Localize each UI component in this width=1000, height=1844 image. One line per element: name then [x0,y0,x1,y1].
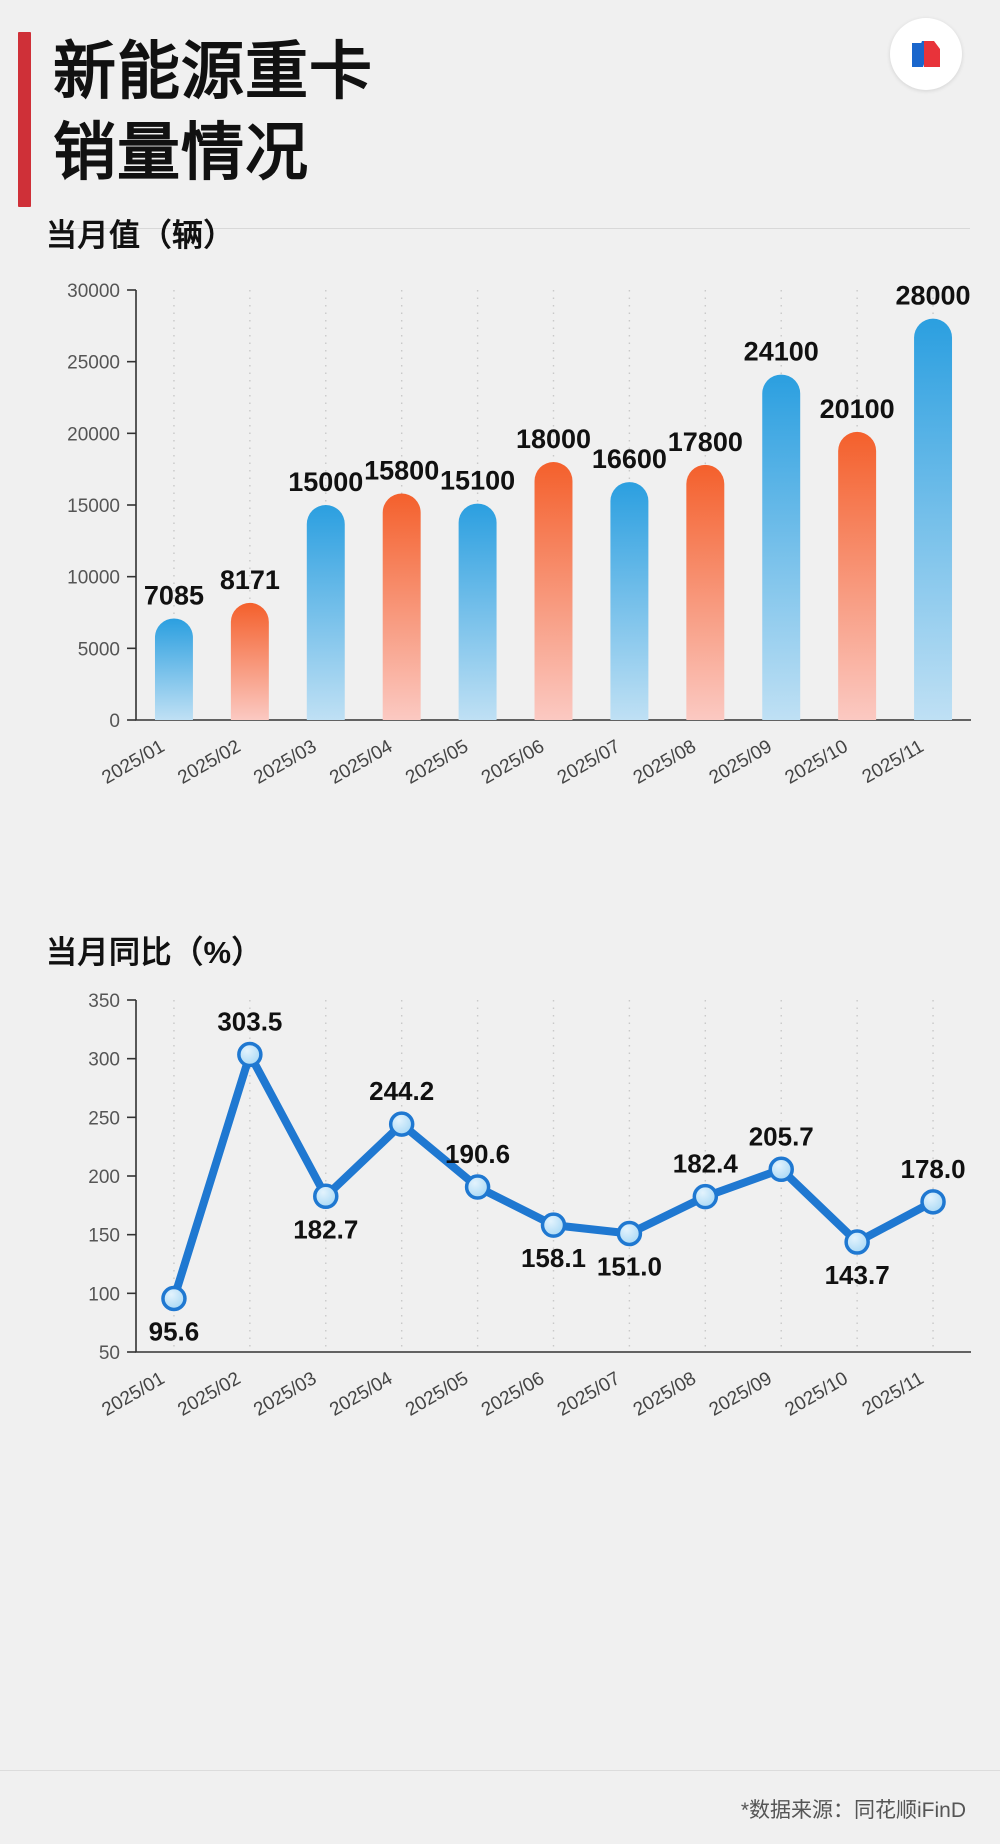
y-tick-label: 15000 [67,496,120,517]
bar-value-label: 24100 [744,337,819,367]
point-value-label: 182.7 [293,1214,358,1244]
bar-value-label: 15100 [440,466,515,496]
section-monthly-volume: 当月值（辆） 0 5000 10000 15000 20000 25000 30000 708… [0,210,1000,905]
section-title-yoy: 当月同比（%） [46,935,264,970]
header: 新能源重卡 销量情况 [0,0,1000,229]
line-chart: 50 100 150 200 250 300 350 95.6 303.5 182.7 244.2 1… [46,982,1000,1512]
x-tick-label: 2025/04 [326,736,396,789]
bar [914,318,953,720]
x-tick-label: 2025/02 [174,736,244,789]
bar [686,464,725,720]
brand-m-logo-icon [890,18,962,90]
x-tick-label: 2025/06 [478,1368,548,1421]
data-point [844,1229,870,1255]
footer-divider [0,1770,1000,1771]
point-value-label: 190.6 [445,1139,510,1169]
section-yoy: 当月同比（%） 50 100 150 200 250 300 350 95.6 303.5 182… [0,927,1000,1512]
section-title-monthly-volume: 当月值（辆） [46,218,235,253]
y-tick-label: 5000 [78,639,120,660]
y-tick-label: 0 [109,711,120,732]
y-tick-label: 300 [88,1050,120,1071]
x-tick-label: 2025/01 [98,736,168,789]
bar [534,462,573,720]
bar [762,374,801,720]
x-tick-label: 2025/09 [706,736,776,789]
accent-bar [18,32,31,207]
point-value-label: 303.5 [217,1007,282,1037]
data-source-note: *数据来源：同花顺iFinD [740,1799,966,1822]
bar [838,431,877,720]
x-tick-label: 2025/07 [554,1368,624,1421]
point-value-label: 151.0 [597,1251,662,1281]
data-point [540,1212,567,1238]
y-tick-label: 200 [88,1167,120,1188]
x-tick-label: 2025/04 [326,1368,396,1421]
footer: *数据来源：同花顺iFinD [0,1770,1000,1844]
bar [458,503,497,720]
point-value-label: 182.4 [673,1149,739,1179]
bar-value-label: 28000 [895,281,970,311]
bar-value-label: 7085 [144,580,204,610]
y-tick-label: 20000 [67,424,120,445]
x-tick-label: 2025/08 [630,736,700,789]
x-tick-label: 2025/06 [478,736,548,789]
x-tick-label: 2025/07 [554,736,624,789]
data-point [768,1156,794,1183]
bar-chart: 0 5000 10000 15000 20000 25000 30000 7085 8171 15… [46,265,1000,905]
y-tick-label: 25000 [67,353,120,374]
bar-value-label: 18000 [516,424,591,454]
data-point [920,1189,946,1215]
page-title: 新能源重卡 销量情况 [53,37,373,188]
point-value-label: 244.2 [369,1076,434,1106]
bar [230,602,269,720]
point-value-label: 143.7 [825,1260,890,1290]
x-tick-label: 2025/09 [706,1368,776,1421]
bar-value-label: 15000 [288,467,363,497]
data-point [692,1183,719,1210]
y-tick-label: 250 [88,1108,120,1129]
y-tick-label: 100 [88,1284,120,1305]
x-tick-label: 2025/10 [782,1368,852,1421]
x-tick-label: 2025/05 [402,736,472,789]
x-tick-label: 2025/11 [859,1368,928,1420]
data-point [616,1220,643,1247]
data-point [464,1174,491,1200]
bar [154,618,193,720]
point-value-label: 95.6 [149,1316,200,1346]
bar-value-label: 15800 [364,456,439,486]
x-tick-label: 2025/10 [782,736,852,789]
y-tick-label: 50 [99,1343,120,1364]
y-tick-label: 150 [88,1226,120,1247]
bar-value-label: 17800 [668,427,743,457]
x-tick-label: 2025/03 [250,1368,320,1421]
x-tick-label: 2025/05 [402,1368,472,1421]
point-value-label: 158.1 [521,1243,586,1273]
data-point [388,1111,415,1137]
header-divider [50,228,970,229]
bar [306,505,345,720]
bar [382,493,421,720]
point-value-label: 178.0 [901,1154,966,1184]
x-tick-label: 2025/02 [174,1368,244,1421]
data-point [313,1183,339,1210]
y-tick-label: 30000 [67,281,120,302]
x-tick-label: 2025/08 [630,1368,700,1421]
title-block: 新能源重卡 销量情况 [18,32,373,207]
data-point [161,1285,187,1312]
bar-value-label: 8171 [220,565,280,595]
bar-value-label: 16600 [592,444,667,474]
y-tick-label: 10000 [67,568,120,589]
x-tick-label: 2025/01 [98,1368,168,1421]
data-point [237,1041,263,1068]
bar-value-label: 20100 [820,394,895,424]
bar [610,482,649,720]
y-tick-label: 350 [88,991,120,1012]
x-tick-label: 2025/11 [859,736,928,788]
x-tick-label: 2025/03 [250,736,320,789]
point-value-label: 205.7 [749,1121,814,1151]
